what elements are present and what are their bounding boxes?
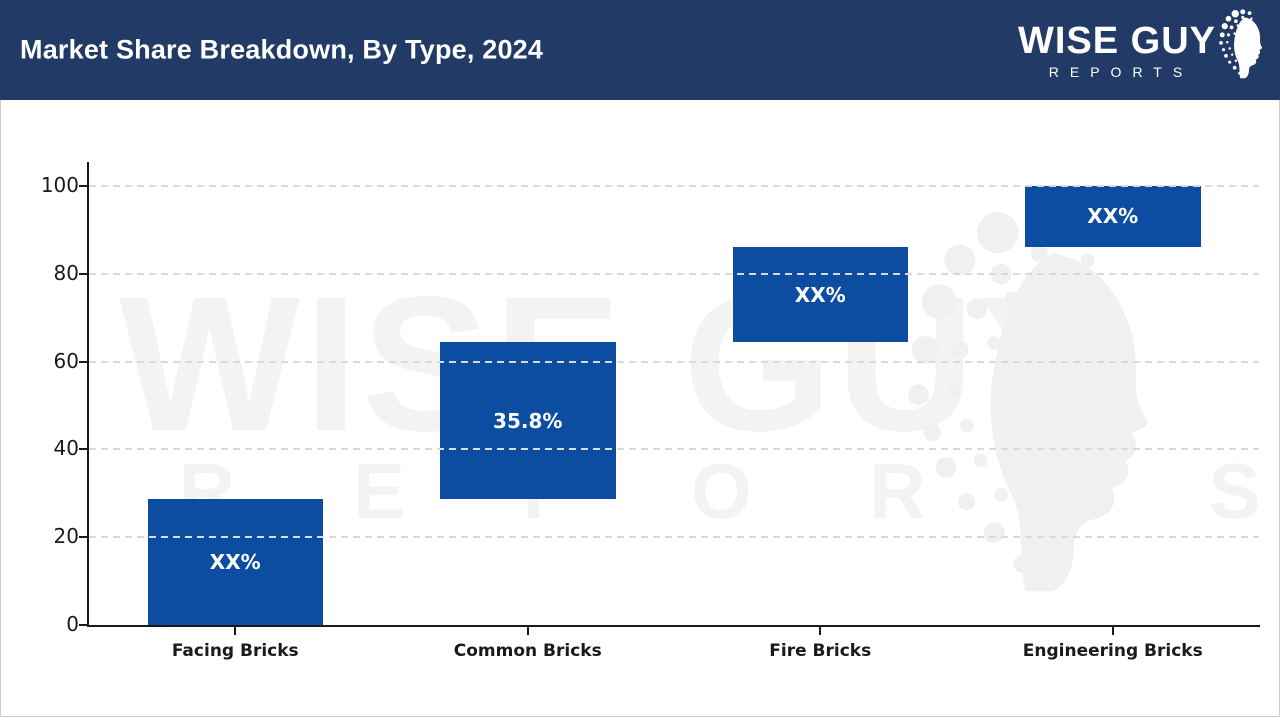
brand-subtitle: REPORTS xyxy=(1048,64,1194,80)
y-axis-tick-label: 40 xyxy=(53,436,79,461)
bar-value-label: XX% xyxy=(794,282,846,307)
gridline xyxy=(89,184,1259,187)
plot-layer: 0 20 40 60 80 100 XX% Facing Bricks 35.8% Common … xyxy=(1,100,1279,716)
dotted-face-logo-icon xyxy=(1208,4,1270,88)
y-axis-tick-label: 60 xyxy=(53,348,79,373)
y-axis-tick-mark xyxy=(79,184,87,187)
y-axis-line xyxy=(87,162,89,627)
x-axis-category-label: Engineering Bricks xyxy=(1022,641,1203,661)
bar-segment xyxy=(147,499,323,625)
gridline xyxy=(89,360,1259,363)
x-axis-category-label: Fire Bricks xyxy=(769,641,872,661)
y-axis-tick-label: 80 xyxy=(53,260,79,285)
x-axis-tick-mark xyxy=(819,627,822,635)
y-axis-tick-mark xyxy=(79,360,87,363)
gridline xyxy=(89,272,1259,275)
x-axis-line xyxy=(87,625,1260,627)
x-axis-category-label: Common Bricks xyxy=(453,641,602,661)
brand-name: WISE GUY xyxy=(1017,20,1216,62)
y-axis-tick-mark xyxy=(79,624,87,626)
gridline xyxy=(89,448,1259,451)
brand-logo: WISE GUY REPORTS xyxy=(1018,4,1270,88)
bar-value-label: 35.8% xyxy=(493,408,563,433)
x-axis-category-label: Facing Bricks xyxy=(171,641,299,661)
bar-value-label: XX% xyxy=(209,550,261,575)
y-axis-tick-mark xyxy=(79,536,87,539)
page-title: Market Share Breakdown, By Type, 2024 xyxy=(20,34,544,65)
y-axis-tick-mark xyxy=(79,448,87,451)
y-axis-tick-label: 100 xyxy=(40,172,79,197)
bar-value-label: XX% xyxy=(1087,204,1139,229)
y-axis-tick-label: 20 xyxy=(53,523,79,548)
bar-segment xyxy=(732,246,908,343)
x-axis-tick-mark xyxy=(526,627,529,635)
y-axis-tick-mark xyxy=(79,272,87,275)
bar-segment xyxy=(1025,185,1201,247)
gridline xyxy=(89,536,1259,539)
brand-logo-text: WISE GUY REPORTS xyxy=(1018,22,1216,80)
bar-segment xyxy=(440,342,616,500)
y-axis-tick-label: 0 xyxy=(66,611,79,636)
x-axis-tick-mark xyxy=(234,627,237,635)
x-axis-tick-mark xyxy=(1111,627,1114,635)
chart-area: WISE GUY R E P O R T S 0 20 40 60 80 100 XX% Fa… xyxy=(0,100,1280,717)
header-bar: Market Share Breakdown, By Type, 2024 WI… xyxy=(0,0,1280,100)
